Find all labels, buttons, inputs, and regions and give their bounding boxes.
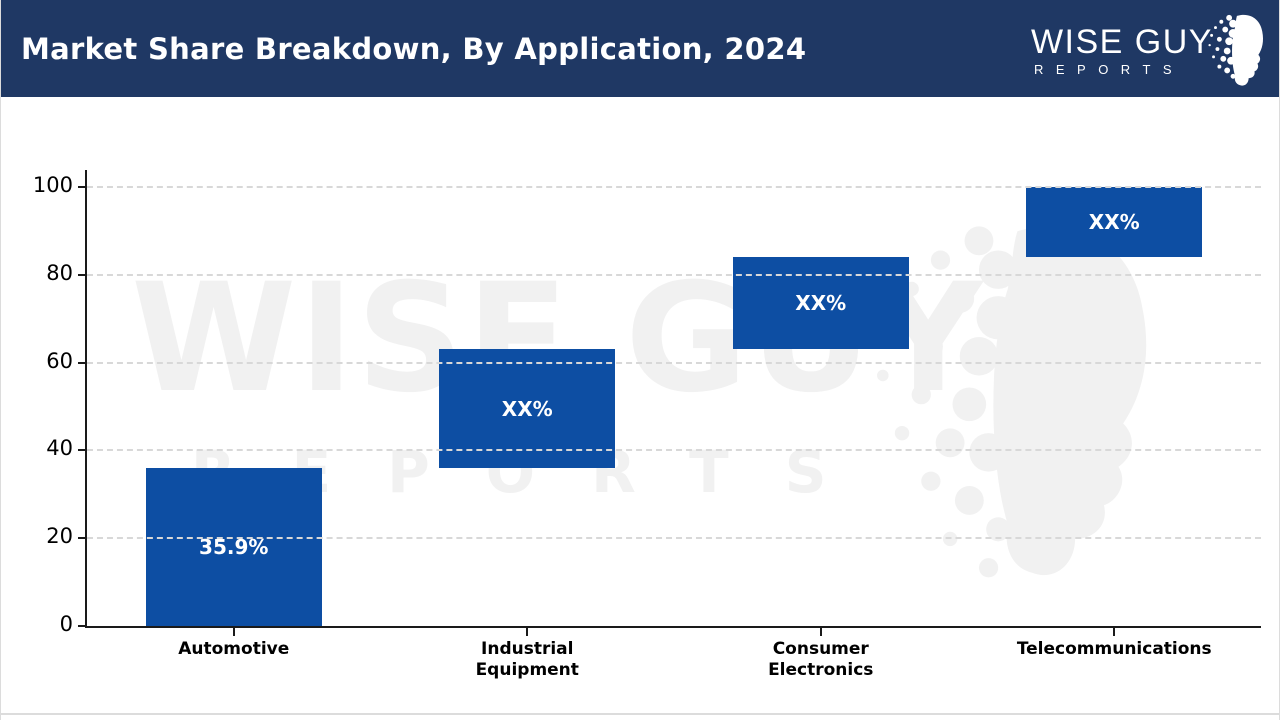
brand-subname: REPORTS (1033, 61, 1185, 77)
x-category-line: Consumer (772, 639, 869, 659)
x-category-label: Telecommunications (964, 639, 1264, 660)
gridline (87, 273, 1261, 276)
brand-logo: WISE GUY REPORTS (1031, 10, 1265, 88)
gridline (87, 537, 1261, 540)
bar-value-label: XX% (795, 291, 847, 316)
y-tick-label: 100 (32, 173, 73, 197)
x-tick-mark (1113, 628, 1116, 636)
x-category-line: Telecommunications (1016, 639, 1212, 659)
page-title: Market Share Breakdown, By Application, … (21, 31, 807, 66)
y-tick-label: 60 (46, 348, 73, 373)
brand-wordmark: WISE GUY REPORTS (1031, 25, 1213, 77)
brand-head-logo-icon (1208, 14, 1264, 86)
gridline (87, 186, 1261, 188)
x-category-label: Automotive (84, 639, 384, 660)
x-tick-mark (232, 628, 235, 636)
y-tick-label: 40 (46, 436, 73, 461)
y-tick-mark (78, 273, 87, 276)
y-tick-label: 80 (46, 260, 73, 285)
bar (145, 468, 322, 626)
bar (732, 257, 909, 350)
x-category-line: Industrial (481, 639, 574, 659)
y-tick-mark (78, 361, 87, 364)
y-tick-mark (78, 625, 87, 627)
brand-name: WISE GUY (1030, 22, 1213, 61)
x-category-line: Equipment (475, 660, 579, 680)
gridline (87, 361, 1261, 364)
x-tick-mark (526, 628, 529, 636)
bar (439, 349, 616, 469)
x-axis-spine (85, 626, 1261, 628)
bar-value-label: 35.9% (199, 535, 269, 560)
bar (1026, 187, 1203, 258)
y-tick-mark (78, 537, 87, 540)
bar-value-label: XX% (1088, 210, 1140, 235)
y-tick-label: 20 (46, 524, 73, 549)
bar-value-label: XX% (501, 396, 553, 421)
x-category-line: Electronics (768, 660, 874, 680)
bottom-divider (1, 713, 1279, 715)
gridline (87, 449, 1261, 452)
x-tick-mark (819, 628, 822, 636)
y-tick-mark (78, 186, 87, 188)
y-axis-spine (85, 170, 87, 628)
header: Market Share Breakdown, By Application, … (1, 0, 1279, 97)
x-category-label: Consumer Electronics (671, 639, 971, 681)
x-category-line: Automotive (178, 639, 290, 659)
y-tick-mark (78, 449, 87, 452)
y-tick-label: 0 (59, 612, 73, 636)
x-category-label: Industrial Equipment (377, 639, 677, 681)
watermark-head-logo-icon (877, 226, 1147, 578)
